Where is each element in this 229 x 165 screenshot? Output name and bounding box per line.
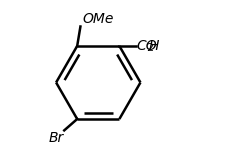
Text: 2: 2 xyxy=(146,43,153,53)
Text: H: H xyxy=(149,39,159,53)
Text: OMe: OMe xyxy=(82,12,113,26)
Text: Br: Br xyxy=(48,131,63,145)
Text: CO: CO xyxy=(136,39,157,53)
